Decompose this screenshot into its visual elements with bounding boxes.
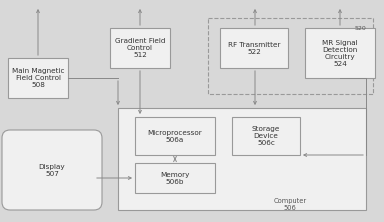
FancyBboxPatch shape [2, 130, 102, 210]
Bar [232, 117, 300, 155]
Text: 520: 520 [354, 26, 366, 31]
Bar [8, 58, 68, 98]
Text: Microprocessor
506a: Microprocessor 506a [147, 129, 202, 143]
Bar [135, 163, 215, 193]
Text: MR Signal
Detection
Circuitry
524: MR Signal Detection Circuitry 524 [322, 40, 358, 67]
Text: Gradient Field
Control
512: Gradient Field Control 512 [115, 38, 165, 58]
Bar [135, 117, 215, 155]
Text: Display
507: Display 507 [39, 163, 65, 176]
Text: Computer
506: Computer 506 [273, 198, 306, 212]
Bar [305, 28, 375, 78]
Text: Storage
Device
506c: Storage Device 506c [252, 126, 280, 146]
Bar [208, 18, 373, 94]
Bar [110, 28, 170, 68]
Bar [118, 108, 366, 210]
Text: Memory
506b: Memory 506b [160, 172, 190, 184]
Text: RF Transmitter
522: RF Transmitter 522 [228, 42, 280, 54]
Text: Main Magnetic
Field Control
508: Main Magnetic Field Control 508 [12, 68, 64, 88]
Bar [220, 28, 288, 68]
